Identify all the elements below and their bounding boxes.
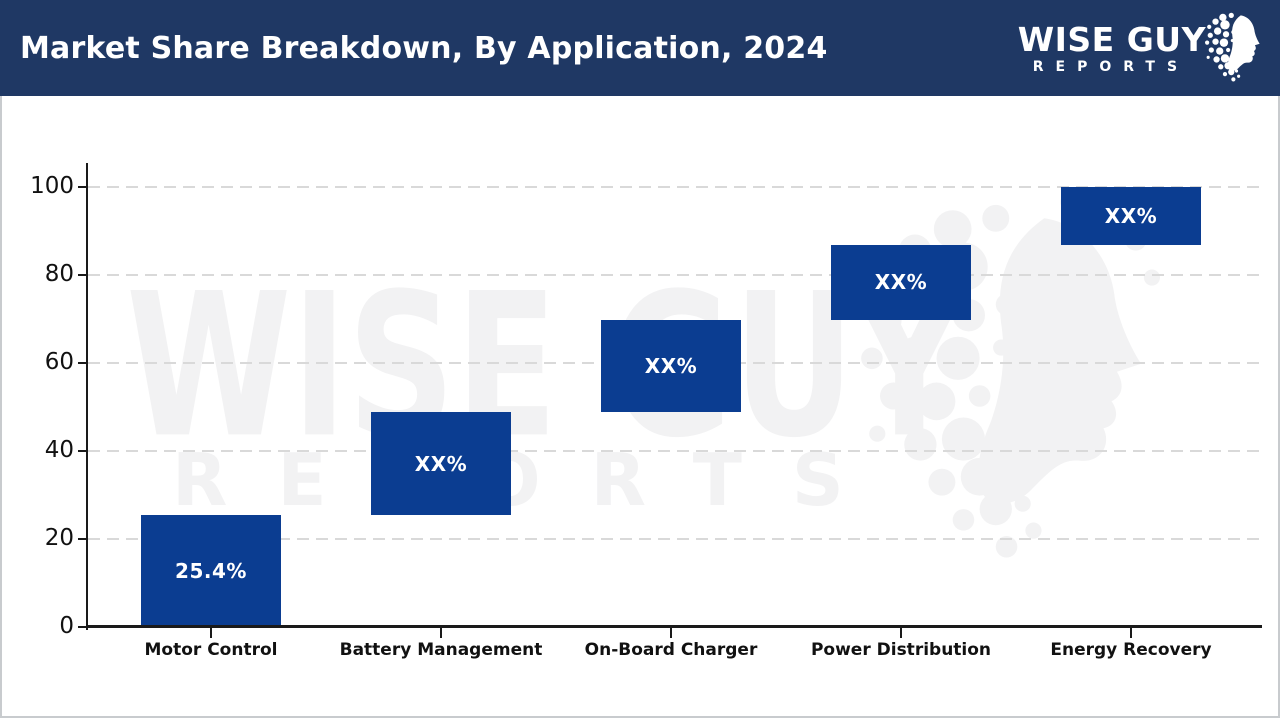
logo-line-reports: REPORTS xyxy=(1032,59,1190,75)
x-category-label: Energy Recovery xyxy=(1050,640,1212,660)
y-tick-label: 40 xyxy=(44,437,74,463)
bar: 25.4% xyxy=(141,515,281,627)
x-tick xyxy=(440,627,442,638)
bar: XX% xyxy=(1061,187,1201,246)
y-axis xyxy=(86,163,88,630)
x-tick xyxy=(670,627,672,638)
x-tick xyxy=(210,627,212,638)
y-tick-label: 20 xyxy=(44,525,74,551)
page-title: Market Share Breakdown, By Application, … xyxy=(20,30,828,66)
x-category-label: Motor Control xyxy=(144,640,278,660)
gridline xyxy=(88,538,1262,540)
bar: XX% xyxy=(371,412,511,516)
y-tick xyxy=(78,538,88,540)
y-tick-label: 60 xyxy=(44,349,74,375)
y-tick xyxy=(78,626,88,628)
y-tick xyxy=(78,450,88,452)
gridline xyxy=(88,450,1262,452)
y-tick xyxy=(78,186,88,188)
watermark-subtext: REPORTS xyxy=(172,438,894,522)
x-tick xyxy=(900,627,902,638)
x-category-label: Power Distribution xyxy=(810,640,992,660)
bar: XX% xyxy=(601,319,741,413)
watermark-text: WISE GUY xyxy=(126,252,964,482)
y-tick-label: 0 xyxy=(59,613,74,639)
y-tick-label: 100 xyxy=(30,173,74,199)
logo-line-wise-guy: WISE GUY xyxy=(1017,20,1206,59)
y-tick xyxy=(78,274,88,276)
bar-value-label: 25.4% xyxy=(175,559,247,584)
x-axis xyxy=(86,625,1262,628)
logo-wordmark: WISE GUY REPORTS xyxy=(1018,22,1206,76)
gridline xyxy=(88,186,1262,188)
y-tick-label: 80 xyxy=(44,261,74,287)
bar-value-label: XX% xyxy=(414,451,468,476)
x-category-label: On-Board Charger xyxy=(584,640,758,660)
x-tick xyxy=(1130,627,1132,638)
header-bar: Market Share Breakdown, By Application, … xyxy=(0,0,1280,96)
gridline xyxy=(88,274,1262,276)
wiseguy-head-logo-icon xyxy=(1205,12,1260,82)
x-category-label: Battery Management xyxy=(339,640,543,660)
bar-value-label: XX% xyxy=(644,354,698,379)
brand-logo: WISE GUY REPORTS xyxy=(1004,4,1272,92)
bar: XX% xyxy=(831,245,971,320)
bar-value-label: XX% xyxy=(1104,204,1158,229)
bar-value-label: XX% xyxy=(874,270,928,295)
y-tick xyxy=(78,362,88,364)
